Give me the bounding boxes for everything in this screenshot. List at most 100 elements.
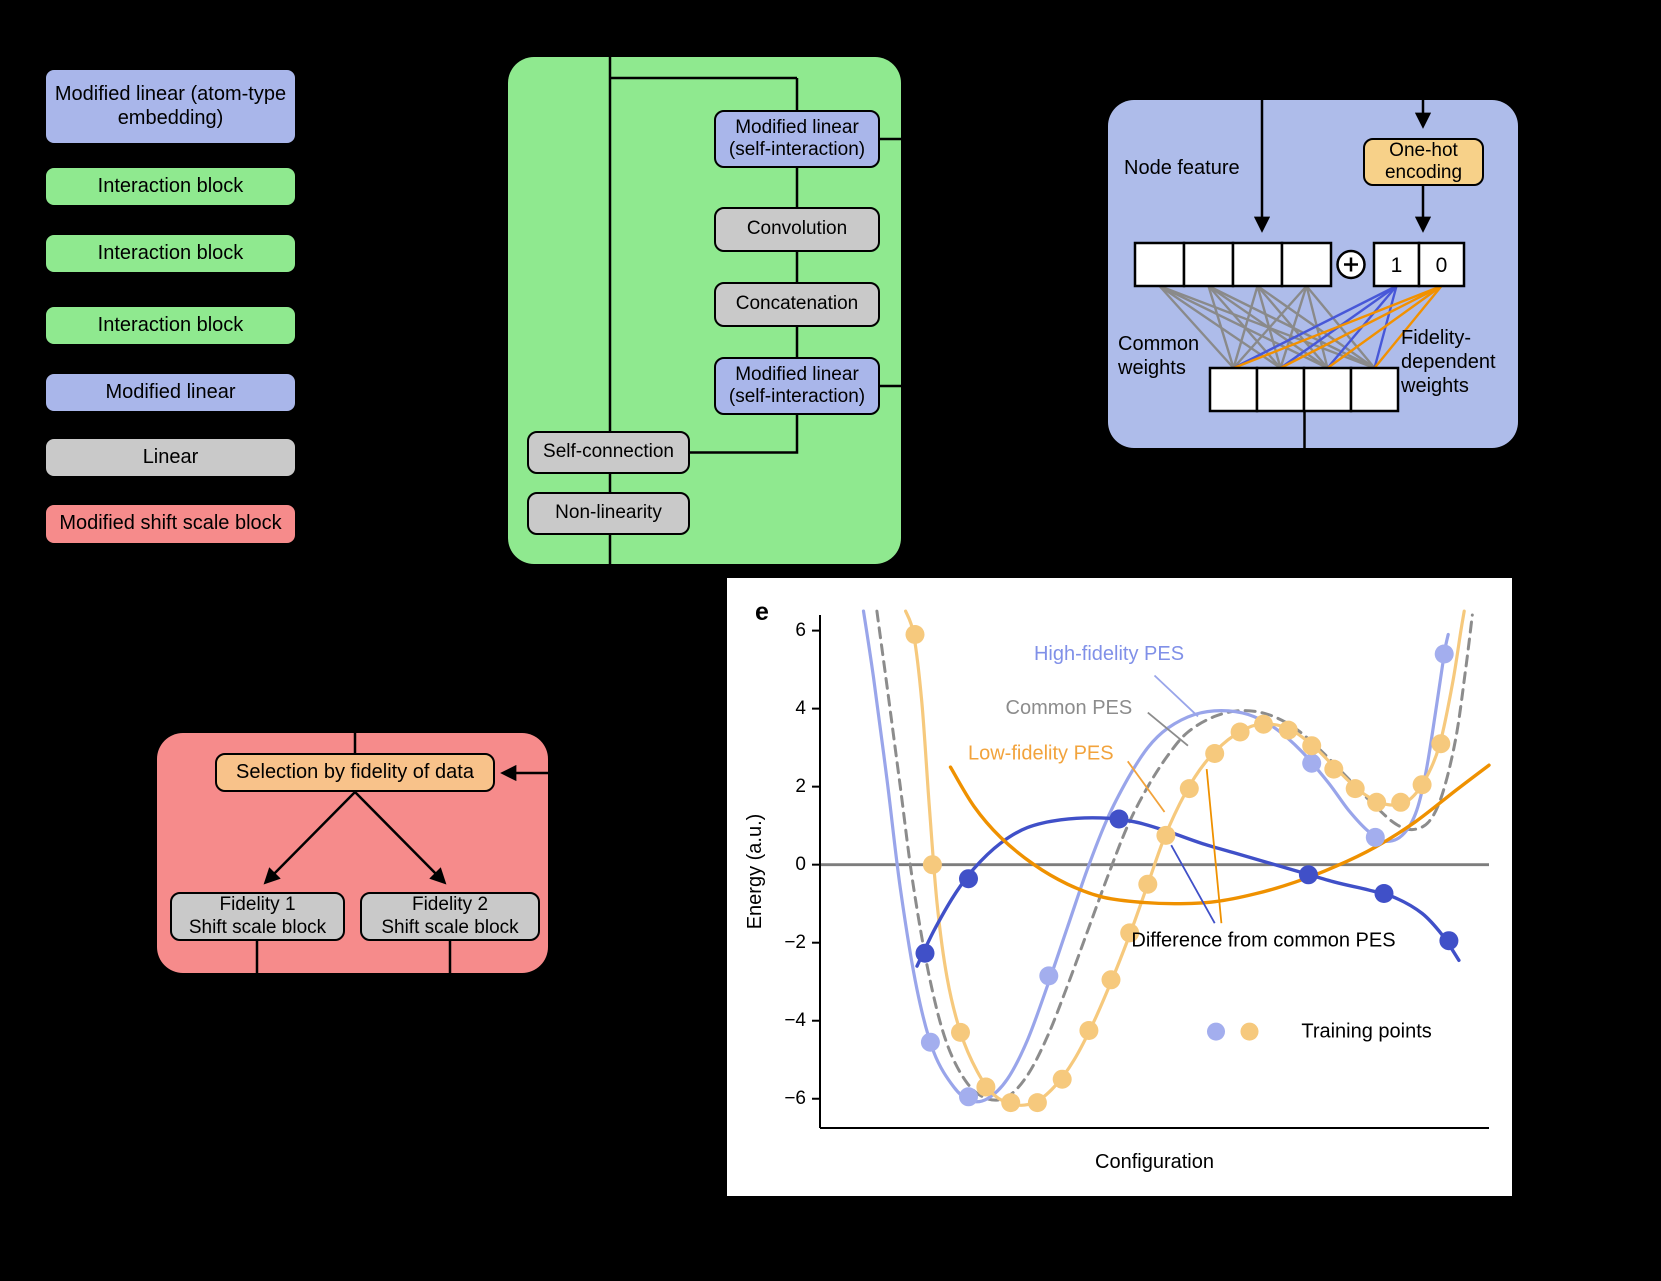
scatter-1: [1367, 792, 1387, 812]
box-non-linearity: Non-linearity: [527, 492, 690, 535]
scatter-1: [1120, 923, 1140, 943]
chart-annotation: Training points: [1301, 1021, 1431, 1043]
scatter-0: [959, 1087, 978, 1107]
leader-line: [1127, 760, 1166, 813]
panel-shift-scale-detail: Selection by fidelity of data Fidelity 1…: [157, 733, 548, 973]
scatter-1: [1101, 970, 1121, 990]
block-interaction-1: Interaction block: [44, 166, 297, 207]
scatter-2: [1298, 865, 1318, 885]
box-modified-linear-self-2: Modified linear (self-interaction): [714, 357, 880, 415]
leader-line: [1153, 674, 1199, 718]
scatter-1: [1431, 734, 1451, 754]
box-modified-linear-self-1: Modified linear (self-interaction): [714, 110, 880, 168]
scatter-1: [905, 625, 925, 644]
scatter-2: [1109, 809, 1129, 829]
fidelity1-line1: Fidelity 1: [219, 894, 296, 916]
scatter-2: [915, 943, 935, 963]
leader-line: [1205, 769, 1223, 924]
one-hot-cells: [1372, 241, 1466, 288]
panel-label-e: e: [755, 598, 769, 626]
y-axis-label: Energy (a.u.): [744, 814, 766, 930]
concat-plus-icon: [1336, 249, 1366, 280]
y-tick-label: 0: [795, 854, 806, 875]
bit-one: 1: [1391, 254, 1403, 277]
fidelity2-line2: Shift scale block: [381, 916, 519, 938]
scatter-1: [951, 1022, 970, 1042]
to-fidelity1-arrow: [263, 791, 356, 885]
scatter-1: [1324, 759, 1344, 779]
scatter-1: [1079, 1021, 1099, 1040]
scatter-1: [1027, 1093, 1047, 1113]
scatter-1: [1138, 874, 1158, 894]
fidelity-weights-label: Fidelity-dependent weights: [1401, 327, 1496, 397]
modified-linear-graphics: 1 0: [1133, 100, 1466, 448]
fidelity-weight-lines-blue: [1232, 284, 1398, 370]
selection-by-fidelity-box: Selection by fidelity of data: [215, 753, 495, 792]
scatter-2: [1374, 884, 1394, 903]
node-feature-label: Node feature: [1124, 157, 1240, 179]
scatter-0: [920, 1032, 940, 1052]
leader-line: [1170, 844, 1216, 924]
chart-annotation: Low-fidelity PES: [968, 743, 1114, 765]
chart-annotation: High-fidelity PES: [1034, 643, 1184, 665]
y-tick-label: −2: [784, 932, 806, 953]
interaction-block-connectors: [608, 57, 901, 564]
y-tick-label: 4: [795, 698, 806, 719]
legend-dot: [1240, 1022, 1259, 1041]
y-tick-label: 6: [795, 620, 806, 641]
y-tick-label: −6: [784, 1088, 806, 1109]
to-fidelity2-arrow: [354, 791, 447, 885]
scatter-2: [1439, 931, 1459, 951]
chart-annotation: Common PES: [1006, 697, 1133, 719]
leader-line: [1147, 711, 1189, 747]
scatter-1: [1302, 736, 1322, 756]
scatter-1: [1254, 714, 1273, 734]
box-convolution: Convolution: [714, 207, 880, 252]
fidelity1-line2: Shift scale block: [188, 916, 327, 938]
connector-lines: [608, 57, 901, 564]
panel-interaction-block-detail: Modified linear (self-interaction) Convo…: [508, 57, 901, 564]
shift-scale-graphics: [255, 733, 548, 973]
scatter-0: [1434, 644, 1454, 664]
scatter-1: [1230, 722, 1250, 742]
fidelity2-shift-scale-box: Fidelity 2 Shift scale block: [360, 892, 540, 941]
fidelity-weight-lines-orange: [1233, 284, 1443, 370]
block-modified-linear-embedding: Modified linear (atom-type embedding): [44, 68, 297, 145]
panel-network-stack: Modified linear (atom-type embedding) In…: [44, 68, 297, 548]
scatter-1: [1278, 720, 1298, 740]
one-hot-encoding-box: One-hot encoding: [1363, 138, 1484, 186]
series-1: [861, 609, 1450, 1104]
scatter-2: [959, 869, 978, 889]
energy-chart: High-fidelity PES Common PES Low-fidelity …: [744, 609, 1491, 1173]
scatter-1: [922, 855, 942, 875]
chart-annotation: Difference from common PES: [1131, 930, 1395, 952]
legend-dot: [1207, 1022, 1225, 1041]
x-axis-label: Configuration: [1095, 1151, 1214, 1173]
scatter-0: [1039, 966, 1059, 986]
fidelity1-shift-scale-box: Fidelity 1 Shift scale block: [170, 892, 345, 941]
box-self-connection: Self-connection: [527, 431, 690, 474]
fidelity2-line1: Fidelity 2: [411, 894, 489, 916]
block-modified-linear: Modified linear: [44, 372, 297, 413]
block-linear: Linear: [44, 437, 297, 478]
input-arrows: [1253, 100, 1432, 233]
scatter-1: [976, 1077, 996, 1097]
block-interaction-3: Interaction block: [44, 305, 297, 346]
scatter-1: [1345, 779, 1365, 799]
scatter-1: [1412, 775, 1432, 795]
scatter-1: [1052, 1069, 1072, 1089]
bit-zero: 0: [1436, 254, 1448, 277]
scatter-0: [1302, 753, 1322, 773]
panel-modified-linear-detail: 1 0 Node feature One-hot encoding Common…: [1108, 100, 1518, 448]
scatter-1: [1179, 779, 1199, 799]
series-3: [915, 816, 1461, 968]
y-tick-label: 2: [795, 776, 806, 797]
scatter-1: [1205, 744, 1225, 763]
y-tick-label: −4: [784, 1010, 806, 1031]
scatter-1: [1156, 825, 1176, 845]
scatter-1: [1001, 1093, 1021, 1113]
panel-pes-chart: e High-fidelity PES Common PES Low-fidelit…: [727, 578, 1512, 1196]
block-modified-shift-scale: Modified shift scale block: [44, 503, 297, 545]
node-feature-cells: [1133, 241, 1333, 288]
common-weights-label: Common weights: [1118, 333, 1200, 379]
